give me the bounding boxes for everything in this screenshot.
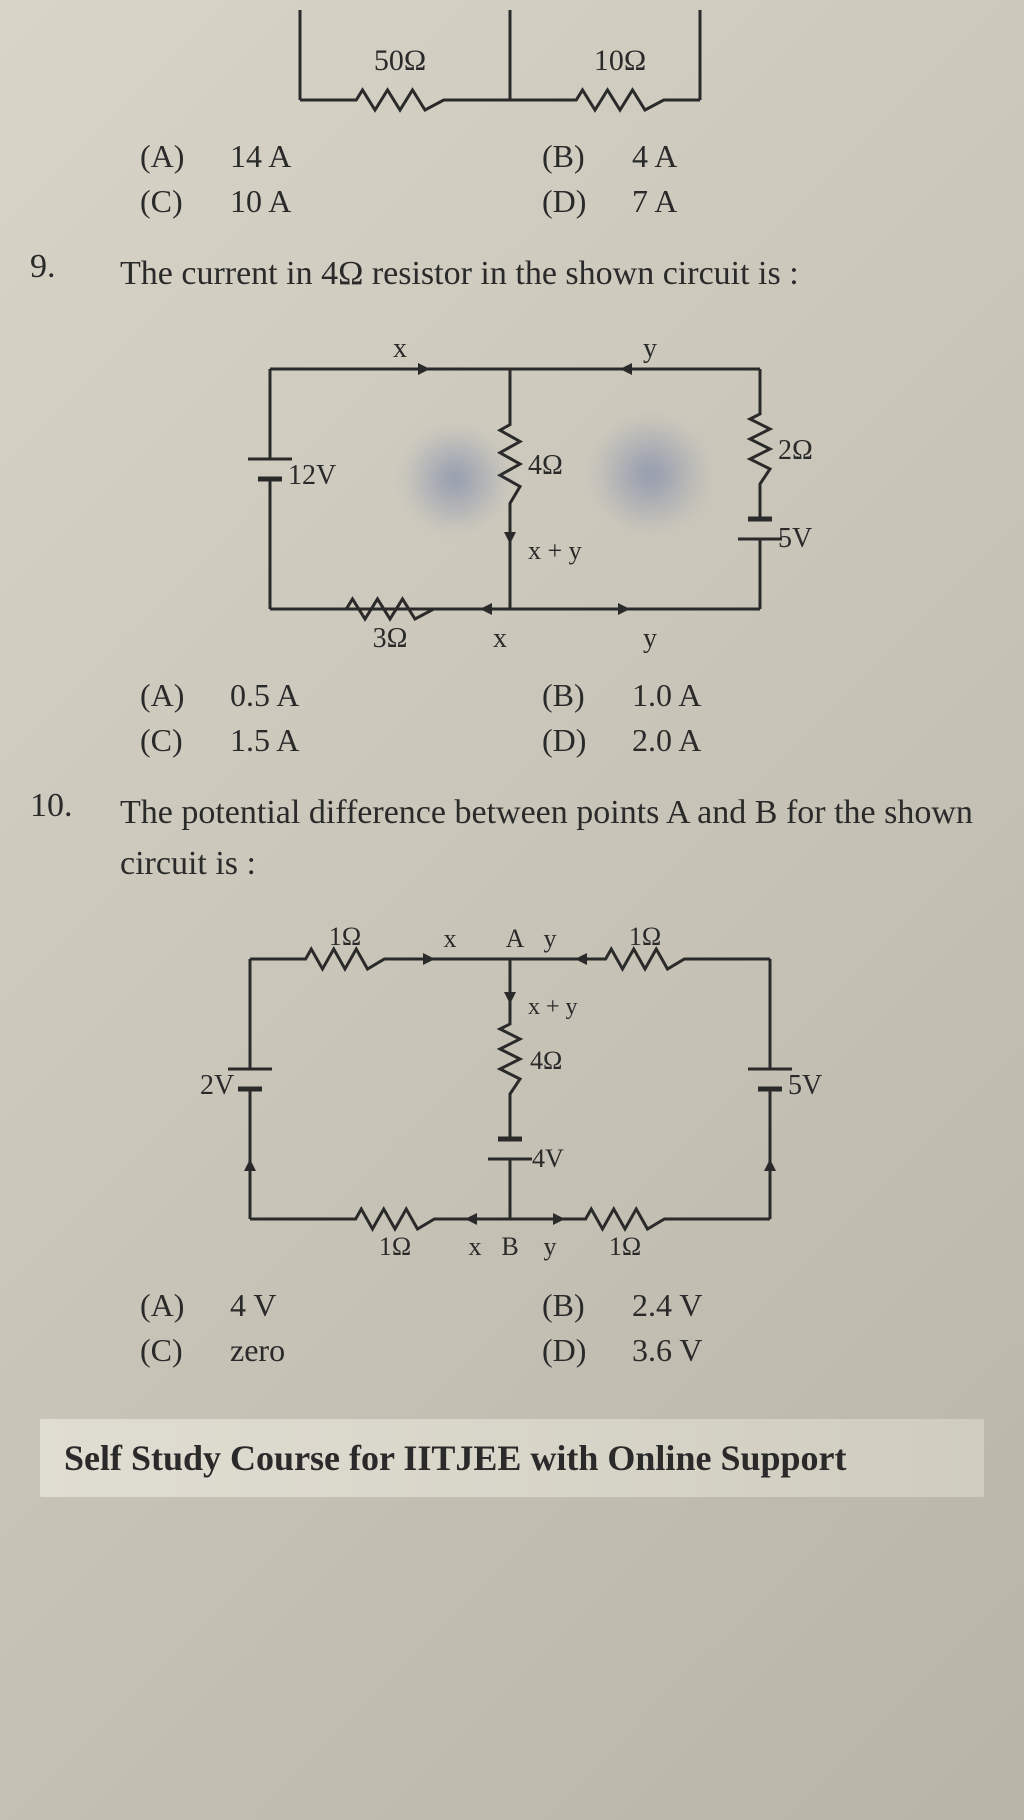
- svg-text:2Ω: 2Ω: [778, 435, 813, 466]
- svg-text:x + y: x + y: [528, 536, 582, 565]
- q9-opt-b: (B) 1.0 A: [542, 677, 944, 714]
- q9-block: 9. The current in 4Ω resistor in the sho…: [40, 248, 984, 299]
- svg-text:4V: 4V: [532, 1144, 564, 1173]
- opt-value: zero: [230, 1332, 285, 1369]
- q9-opt-d: (D) 2.0 A: [542, 722, 944, 759]
- q9-options: (A) 0.5 A (B) 1.0 A (C) 1.5 A (D) 2.0 A: [140, 677, 944, 759]
- opt-letter: (B): [542, 1287, 602, 1324]
- svg-text:x: x: [493, 623, 507, 654]
- q9-text: The current in 4Ω resistor in the shown …: [120, 248, 984, 299]
- opt-letter: (D): [542, 183, 602, 220]
- opt-letter: (B): [542, 138, 602, 175]
- q8-opt-c: (C) 10 A: [140, 183, 542, 220]
- svg-text:2V: 2V: [200, 1070, 234, 1101]
- q10-opt-d: (D) 3.6 V: [542, 1332, 944, 1369]
- svg-text:4Ω: 4Ω: [530, 1046, 562, 1075]
- svg-text:x + y: x + y: [528, 994, 578, 1020]
- opt-letter: (B): [542, 677, 602, 714]
- svg-text:10Ω: 10Ω: [594, 44, 646, 77]
- opt-letter: (A): [140, 1287, 200, 1324]
- svg-text:A: A: [506, 924, 525, 953]
- opt-value: 14 A: [230, 138, 291, 175]
- opt-value: 3.6 V: [632, 1332, 703, 1369]
- svg-text:x: x: [393, 333, 407, 364]
- opt-value: 1.5 A: [230, 722, 299, 759]
- q10-block: 10. The potential difference between poi…: [40, 787, 984, 889]
- q10-number: 10.: [30, 787, 73, 825]
- opt-letter: (A): [140, 138, 200, 175]
- opt-value: 1.0 A: [632, 677, 701, 714]
- opt-value: 4 A: [632, 138, 677, 175]
- q8-opt-a: (A) 14 A: [140, 138, 542, 175]
- q10-opt-a: (A) 4 V: [140, 1287, 542, 1324]
- svg-text:y: y: [544, 924, 557, 953]
- q9-number: 9.: [30, 248, 56, 286]
- opt-value: 4 V: [230, 1287, 277, 1324]
- svg-text:4Ω: 4Ω: [528, 450, 563, 481]
- opt-letter: (C): [140, 1332, 200, 1369]
- q10-opt-b: (B) 2.4 V: [542, 1287, 944, 1324]
- svg-text:12V: 12V: [288, 460, 336, 491]
- q9-opt-c: (C) 1.5 A: [140, 722, 542, 759]
- opt-letter: (A): [140, 677, 200, 714]
- svg-text:1Ω: 1Ω: [609, 1232, 641, 1261]
- footer-banner: Self Study Course for IITJEE with Online…: [40, 1419, 984, 1497]
- q8-opt-d: (D) 7 A: [542, 183, 944, 220]
- opt-value: 2.0 A: [632, 722, 701, 759]
- q9-opt-a: (A) 0.5 A: [140, 677, 542, 714]
- page-content: 50Ω 10Ω (A) 14 A (B) 4 A (C) 10 A (D) 7 A…: [40, 0, 984, 1780]
- svg-text:1Ω: 1Ω: [629, 922, 661, 951]
- svg-text:B: B: [501, 1232, 518, 1261]
- svg-text:50Ω: 50Ω: [374, 44, 426, 77]
- svg-text:5V: 5V: [788, 1070, 822, 1101]
- q8-diagram: 50Ω 10Ω: [240, 0, 760, 130]
- q10-diagram: 1Ω1Ω1Ω1Ω2V5V4Ω4Vx + yxAyxBy: [180, 899, 840, 1279]
- svg-text:y: y: [643, 623, 657, 654]
- opt-letter: (D): [542, 1332, 602, 1369]
- svg-text:y: y: [643, 333, 657, 364]
- q8-options: (A) 14 A (B) 4 A (C) 10 A (D) 7 A: [140, 138, 944, 220]
- q8-opt-b: (B) 4 A: [542, 138, 944, 175]
- q10-opt-c: (C) zero: [140, 1332, 542, 1369]
- opt-value: 7 A: [632, 183, 677, 220]
- q10-text: The potential difference between points …: [120, 787, 984, 889]
- opt-value: 2.4 V: [632, 1287, 703, 1324]
- svg-text:x: x: [444, 924, 457, 953]
- q9-diagram: 12V 4Ω 2Ω 5V 3Ω x y x + y x y: [200, 309, 820, 669]
- opt-letter: (C): [140, 722, 200, 759]
- svg-text:y: y: [544, 1232, 557, 1261]
- svg-text:5V: 5V: [778, 523, 812, 554]
- opt-letter: (C): [140, 183, 200, 220]
- opt-value: 0.5 A: [230, 677, 299, 714]
- opt-value: 10 A: [230, 183, 291, 220]
- svg-text:3Ω: 3Ω: [373, 623, 408, 654]
- svg-text:1Ω: 1Ω: [379, 1232, 411, 1261]
- opt-letter: (D): [542, 722, 602, 759]
- svg-text:1Ω: 1Ω: [329, 922, 361, 951]
- q10-options: (A) 4 V (B) 2.4 V (C) zero (D) 3.6 V: [140, 1287, 944, 1369]
- svg-text:x: x: [469, 1232, 482, 1261]
